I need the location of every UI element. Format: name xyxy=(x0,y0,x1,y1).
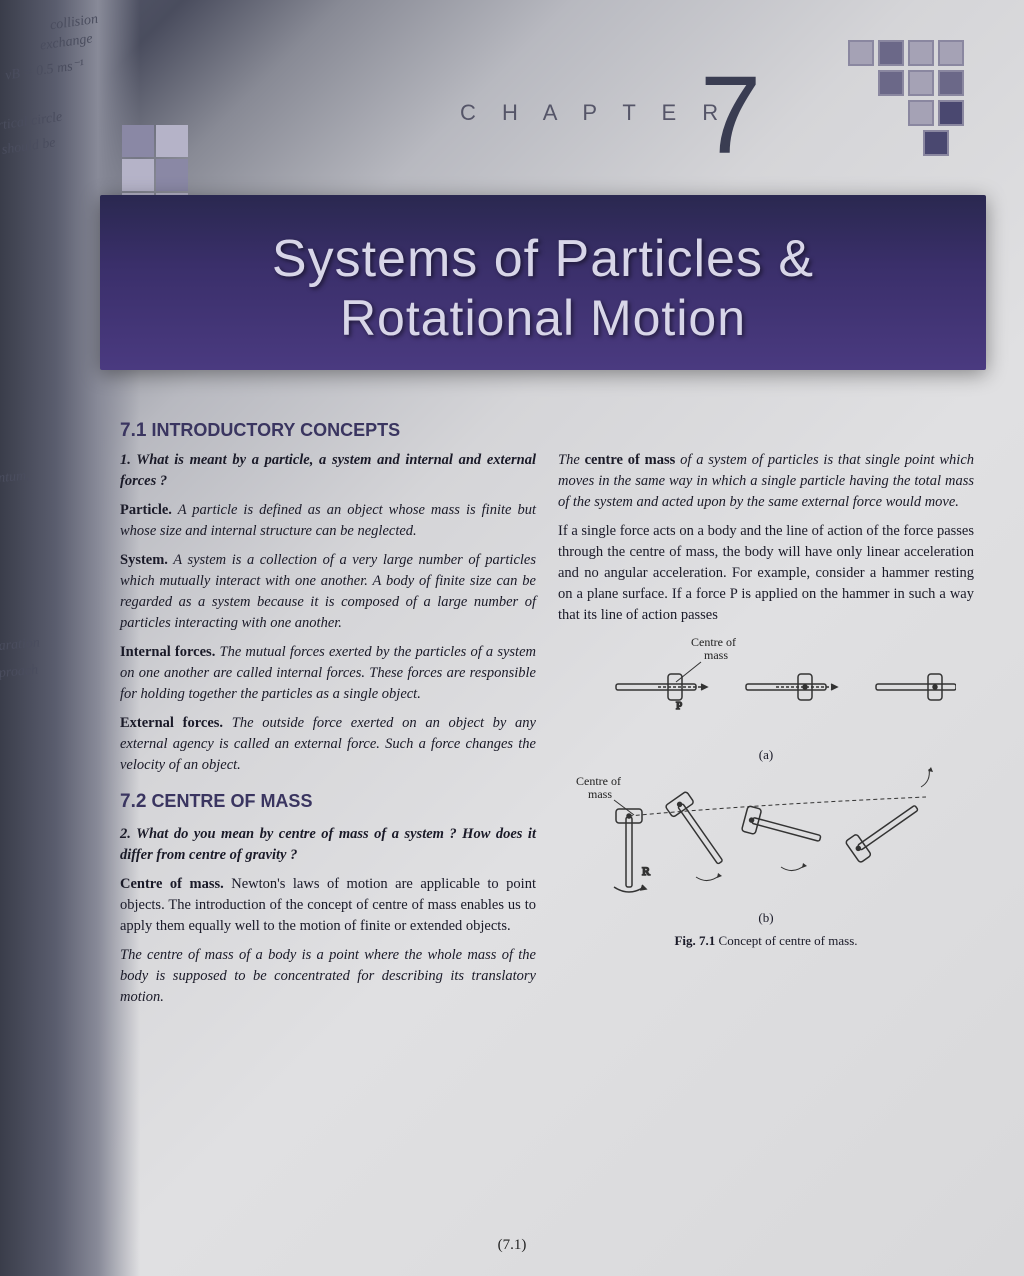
term-particle: Particle. xyxy=(120,502,172,518)
figure-caption-text: Concept of centre of mass. xyxy=(715,933,857,948)
header-decoration xyxy=(848,40,964,156)
title-line-1: Systems of Particles & xyxy=(272,229,814,289)
svg-text:P: P xyxy=(676,700,682,712)
paragraph-external-forces: External forces. The outside force exert… xyxy=(120,713,536,776)
figure-sub-a: (a) xyxy=(558,746,974,765)
svg-text:mass: mass xyxy=(588,787,612,801)
svg-text:mass: mass xyxy=(704,648,728,662)
page-content: 7.1 INTRODUCTORY CONCEPTS 1. What is mea… xyxy=(120,420,974,1008)
term-com-bold: centre of mass xyxy=(585,452,676,468)
figure-caption: Fig. 7.1 Concept of centre of mass. xyxy=(558,932,974,951)
figure-7-1a-svg: Centre of mass P xyxy=(576,634,956,744)
section-number: 7.2 xyxy=(120,791,146,812)
paragraph-centre-of-mass: Centre of mass. Newton's laws of motion … xyxy=(120,874,536,937)
figure-7-1: Centre of mass P xyxy=(558,634,974,951)
question-1: 1. What is meant by a particle, a system… xyxy=(120,450,536,492)
two-column-body: 1. What is meant by a particle, a system… xyxy=(120,450,974,1008)
margin-text: entum, xyxy=(0,468,30,487)
section-heading-7-2: 7.2 CENTRE OF MASS xyxy=(120,788,536,816)
def-particle: A particle is defined as an object whose… xyxy=(120,502,536,539)
paragraph-com-definition: The centre of mass of a body is a point … xyxy=(120,945,536,1008)
paragraph-single-force: If a single force acts on a body and the… xyxy=(558,521,974,626)
section-title: CENTRE OF MASS xyxy=(151,791,312,811)
paragraph-system: System. A system is a collection of a ve… xyxy=(120,550,536,634)
section-number: 7.1 xyxy=(120,420,146,441)
term-system: System. xyxy=(120,552,168,568)
term-external: External forces. xyxy=(120,715,223,731)
def-system: A system is a collection of a very large… xyxy=(120,552,536,631)
chapter-number: 7 xyxy=(700,52,761,179)
paragraph-internal-forces: Internal forces. The mutual forces exert… xyxy=(120,642,536,705)
paragraph-particle: Particle. A particle is defined as an ob… xyxy=(120,500,536,542)
svg-text:R: R xyxy=(642,864,650,878)
figure-sub-b: (b) xyxy=(558,909,974,928)
label-centre-of-mass: Centre of xyxy=(691,635,736,649)
paragraph-com-system: The centre of mass of a system of partic… xyxy=(558,450,974,513)
title-line-2: Rotational Motion xyxy=(340,289,746,347)
figure-number: Fig. 7.1 xyxy=(674,933,715,948)
page-number: (7.1) xyxy=(498,1237,527,1254)
section-heading-7-1: 7.1 INTRODUCTORY CONCEPTS xyxy=(120,420,974,442)
figure-7-1b-svg: Centre of mass R xyxy=(566,767,966,907)
term-internal: Internal forces. xyxy=(120,644,215,660)
section-title: INTRODUCTORY CONCEPTS xyxy=(151,420,400,440)
svg-text:Centre of: Centre of xyxy=(576,774,621,788)
term-com: Centre of mass. xyxy=(120,876,224,892)
chapter-label: C H A P T E R xyxy=(460,100,728,126)
chapter-title-banner: Systems of Particles & Rotational Motion xyxy=(100,195,986,370)
question-2: 2. What do you mean by centre of mass of… xyxy=(120,824,536,866)
